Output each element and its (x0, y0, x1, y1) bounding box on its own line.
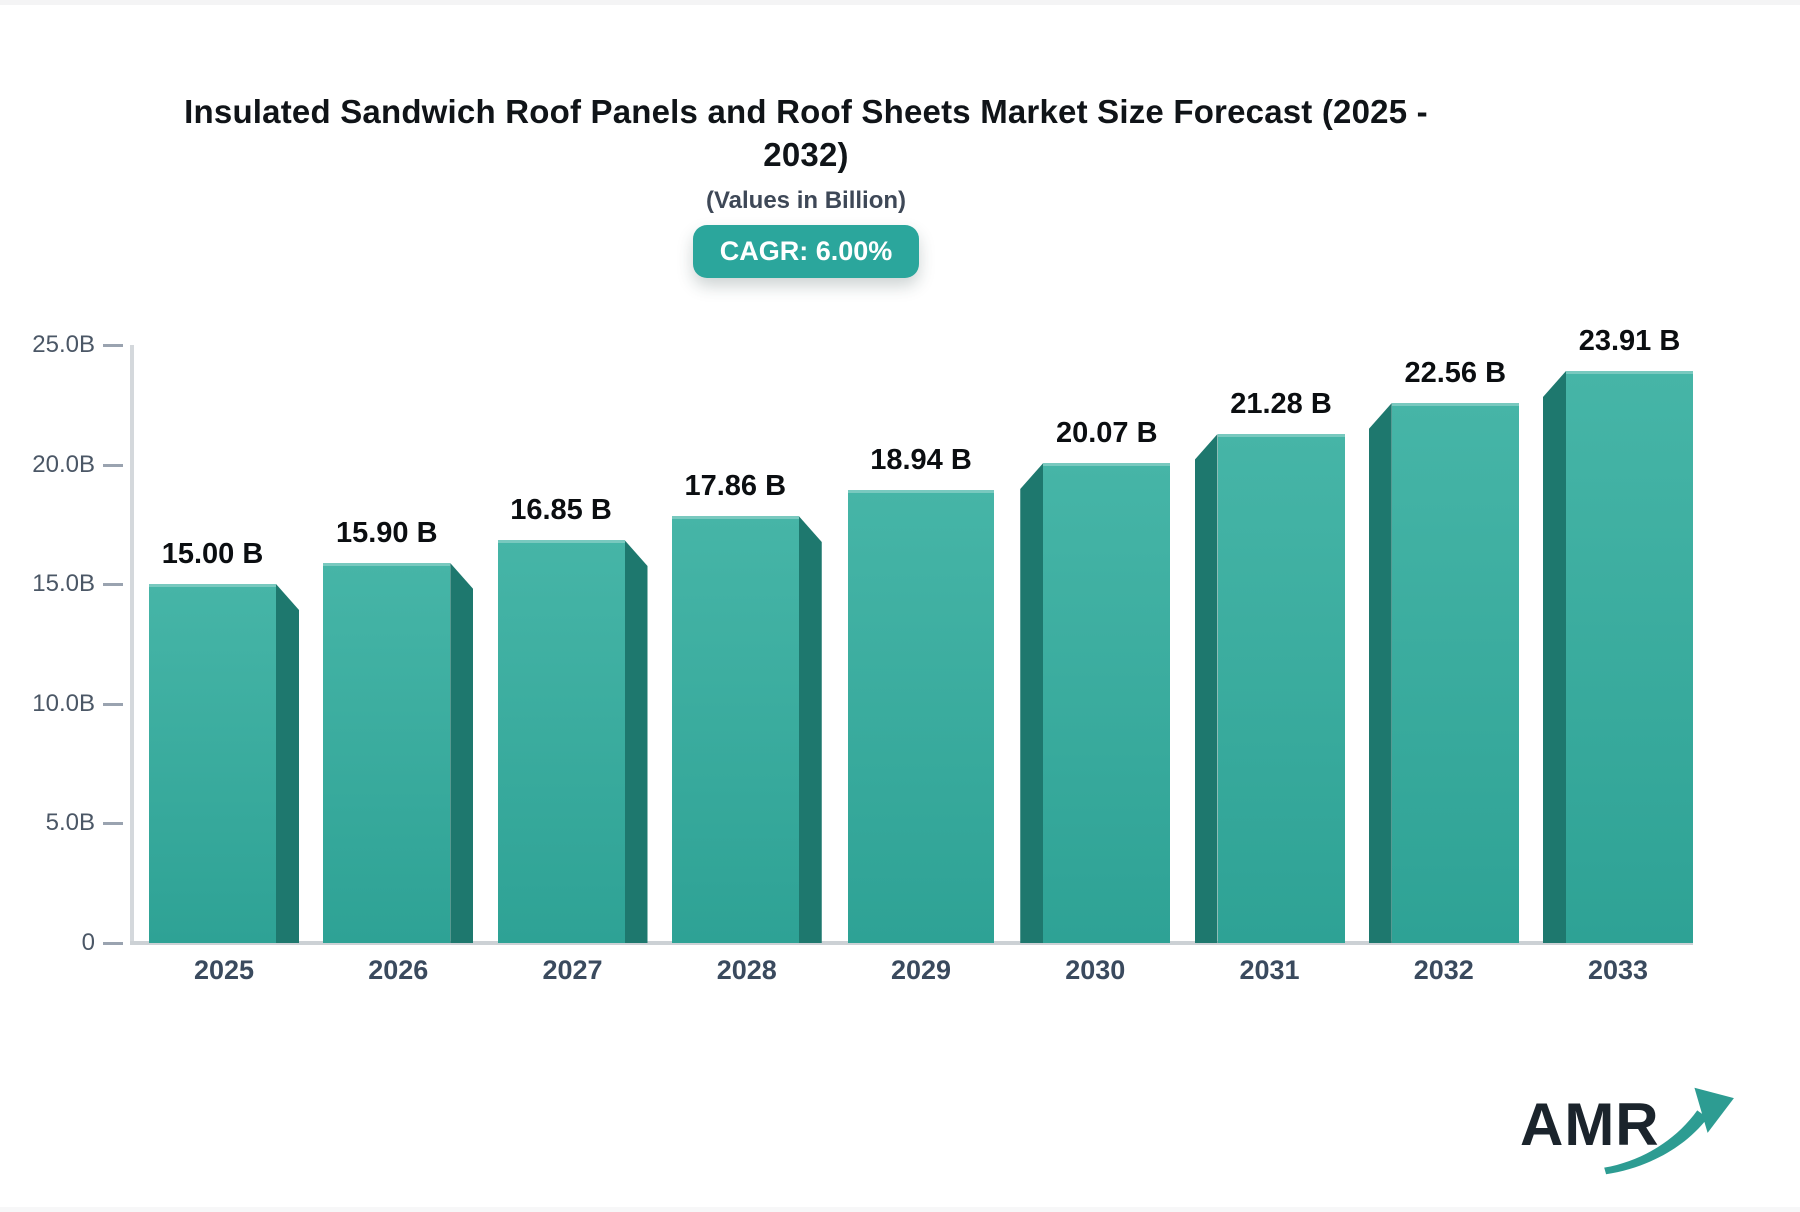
y-tick-mark (103, 583, 123, 587)
bar-value-label: 21.28 B (1230, 388, 1332, 420)
chart-title-line2: 2032) (763, 136, 849, 173)
y-tick-label: 10.0B (32, 689, 95, 717)
bar-value-label: 17.86 B (684, 470, 787, 502)
x-axis-label-2028: 2028 (716, 955, 777, 985)
bar-2029: 18.94 B (846, 444, 996, 943)
amr-logo-text: AMR (1520, 1091, 1660, 1158)
bar-value-label: 23.91 B (1578, 325, 1681, 357)
bar-face: 21.28 B (1217, 388, 1345, 943)
bar-2028: 17.86 B (671, 470, 822, 943)
bar-value-label: 22.56 B (1404, 357, 1507, 389)
bar-3d-side (624, 540, 648, 943)
bar-face: 23.91 B (1566, 325, 1693, 943)
y-tick-mark (103, 942, 123, 945)
bar-3d-side (450, 563, 474, 943)
bar-3d-side (1543, 371, 1566, 943)
page-bottom-edge (0, 1207, 1800, 1212)
bar-2031: 21.28 B (1194, 388, 1345, 943)
bar-3d-side (276, 584, 299, 943)
bar-face: 18.94 B (848, 444, 994, 943)
x-axis-label-2025: 2025 (193, 955, 255, 985)
x-axis-labels: 2025 2026 2027 2028 2029 2030 2031 2032 2033 (149, 955, 1693, 986)
page-top-edge (0, 0, 1800, 5)
y-axis-line (130, 345, 134, 945)
cagr-badge: CAGR: 6.00% (692, 225, 920, 278)
y-tick-label: 25.0B (32, 331, 95, 358)
bar-2027: 16.85 B (497, 494, 648, 943)
y-tick-label: 20.0B (32, 450, 95, 478)
bar-2025: 15.00 B (149, 538, 299, 943)
chart-title-line1: Insulated Sandwich Roof Panels and Roof … (184, 93, 1428, 130)
bar-face: 22.56 B (1391, 357, 1519, 943)
bar-2026: 15.90 B (323, 517, 474, 943)
bar-3d-side (798, 516, 822, 943)
y-tick-mark (103, 822, 123, 826)
bar-face: 15.90 B (323, 517, 451, 943)
plot-area: 15.00 B 15.90 B 16.85 B 17.86 B 18.94 B 20.07… (133, 325, 1693, 943)
bar-2033: 23.91 B (1543, 325, 1693, 943)
x-axis-label-2032: 2032 (1413, 955, 1474, 985)
y-tick-label: 0 (81, 929, 95, 956)
bar-3d-side (1020, 463, 1044, 943)
x-axis-label-2031: 2031 (1239, 955, 1300, 985)
x-axis-label-2026: 2026 (368, 955, 429, 985)
bar-face: 17.86 B (671, 470, 799, 943)
bar-value-label: 20.07 B (1055, 417, 1158, 449)
x-axis-label-2027: 2027 (542, 955, 603, 985)
bar-face: 15.00 B (149, 538, 276, 943)
growth-arrow-icon (1604, 1087, 1734, 1175)
bar-face: 16.85 B (497, 494, 625, 943)
y-tick-mark (103, 344, 123, 347)
bar-2030: 20.07 B (1020, 417, 1171, 943)
bar-value-label: 15.90 B (335, 517, 438, 549)
bar-value-label: 16.85 B (510, 494, 612, 526)
bar-3d-side (1194, 434, 1218, 943)
amr-logo: AMR (1520, 1080, 1734, 1180)
chart-header: Insulated Sandwich Roof Panels and Roof … (0, 90, 1612, 278)
y-tick-mark (103, 702, 123, 706)
chart-title: Insulated Sandwich Roof Panels and Roof … (0, 90, 1612, 176)
x-axis-label-2030: 2030 (1065, 955, 1126, 985)
y-tick-mark (103, 463, 123, 467)
x-axis-label-2029: 2029 (890, 955, 952, 985)
chart-subtitle: (Values in Billion) (705, 187, 907, 214)
y-tick-label: 5.0B (45, 809, 95, 837)
x-axis-baseline (130, 941, 1693, 945)
y-tick-label: 15.0B (32, 570, 95, 598)
bar-face: 20.07 B (1043, 417, 1171, 943)
x-axis-label-2033: 2033 (1587, 955, 1649, 985)
bar-2032: 22.56 B (1368, 357, 1519, 943)
bar-value-label: 18.94 B (870, 444, 972, 476)
bar-value-label: 15.00 B (161, 538, 264, 570)
bar-3d-side (1368, 403, 1392, 943)
